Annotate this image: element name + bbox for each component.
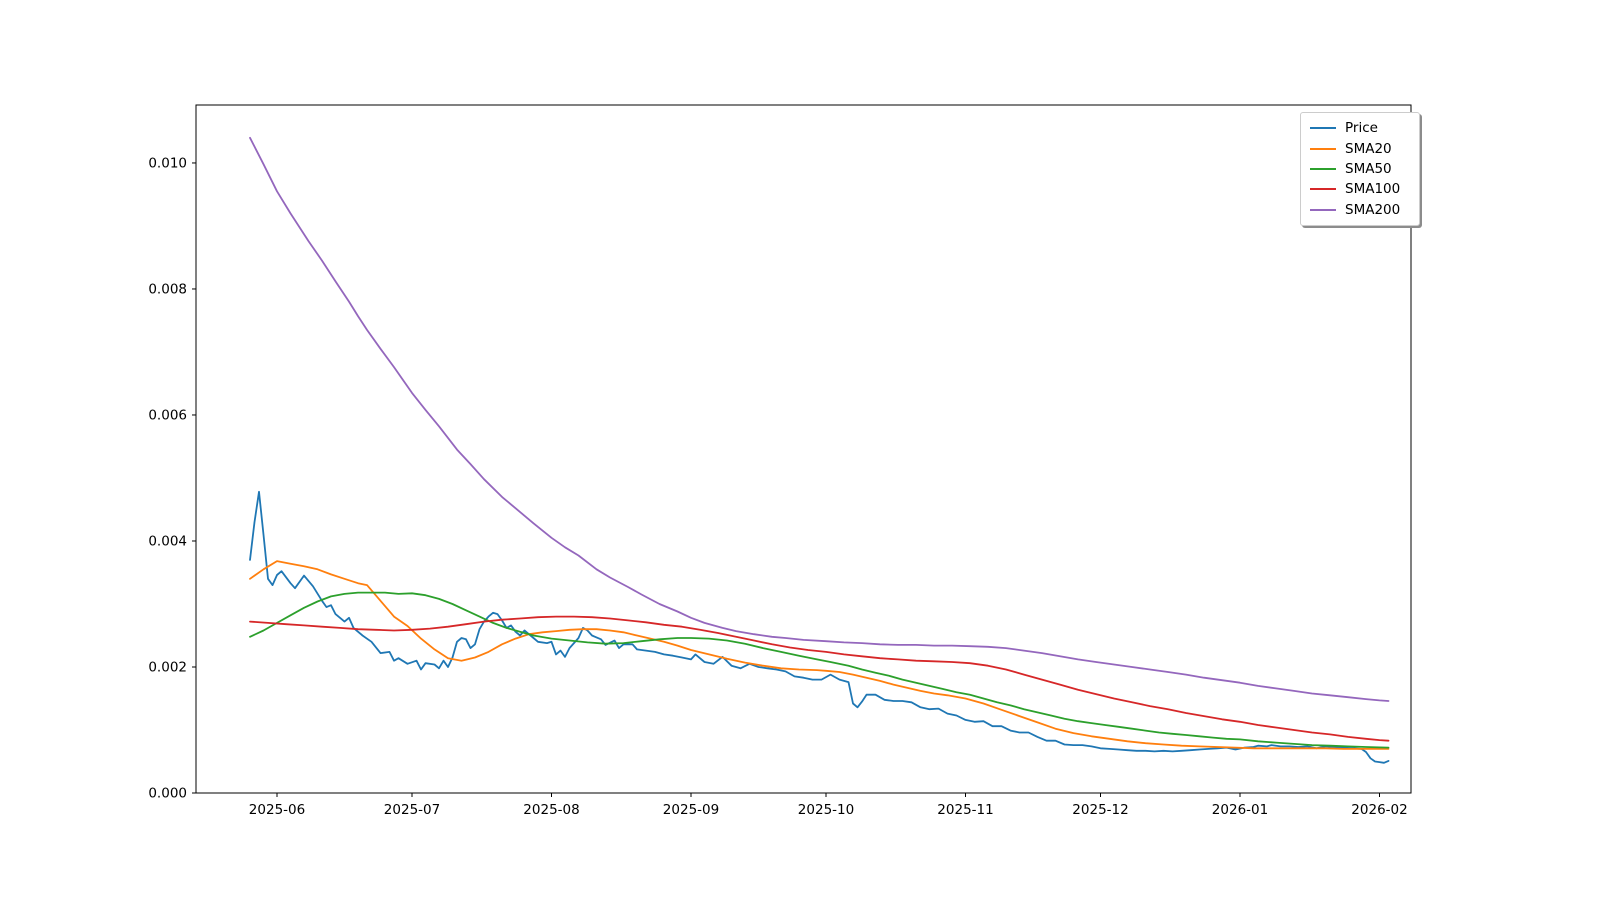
legend-swatch-sma20 [1310,147,1336,150]
series-line-price [249,490,1390,764]
legend-swatch-sma50 [1310,167,1336,170]
legend-item-sma20: SMA20 [1310,138,1410,158]
legend-item-price: Price [1310,118,1410,138]
series-lines [249,136,1390,764]
legend-label: SMA100 [1345,181,1401,198]
x-tick-label: 2025-12 [1072,802,1128,818]
series-line-sma100 [249,615,1390,742]
legend-label: SMA50 [1345,160,1392,177]
x-tick-label: 2026-02 [1351,802,1407,818]
legend-swatch-sma200 [1310,208,1336,211]
x-tick-label: 2025-09 [663,802,719,818]
legend-label: SMA20 [1345,140,1392,157]
legend-item-sma50: SMA50 [1310,159,1410,179]
legend: Price SMA20 SMA50 SMA100 SMA200 [1300,112,1420,226]
y-tick-label: 0.008 [148,281,187,297]
x-tick-label: 2026-01 [1212,802,1268,818]
series-line-sma20 [249,560,1390,750]
series-line-sma200 [249,136,1390,702]
legend-label: Price [1345,120,1378,137]
y-axis: 0.000 0.002 0.004 0.006 0.008 0.010 [148,155,196,802]
x-tick-label: 2025-06 [249,802,305,818]
y-tick-label: 0.006 [148,407,187,423]
y-tick-label: 0.010 [148,155,187,171]
legend-label: SMA200 [1345,201,1401,218]
legend-item-sma200: SMA200 [1310,200,1410,220]
series-line-sma50 [249,591,1390,749]
legend-swatch-sma100 [1310,188,1336,191]
x-axis: 2025-06 2025-07 2025-08 2025-09 2025-10 2025-… [249,793,1408,818]
legend-item-sma100: SMA100 [1310,179,1410,199]
plot-area [195,104,1412,794]
x-tick-label: 2025-10 [798,802,854,818]
x-tick-label: 2025-07 [384,802,440,818]
y-tick-label: 0.000 [148,786,187,802]
y-tick-label: 0.004 [148,533,187,549]
plot-border [195,104,1412,794]
x-tick-label: 2025-08 [523,802,579,818]
legend-swatch-price [1310,127,1336,130]
x-tick-label: 2025-11 [937,802,993,818]
y-tick-label: 0.002 [148,659,187,675]
